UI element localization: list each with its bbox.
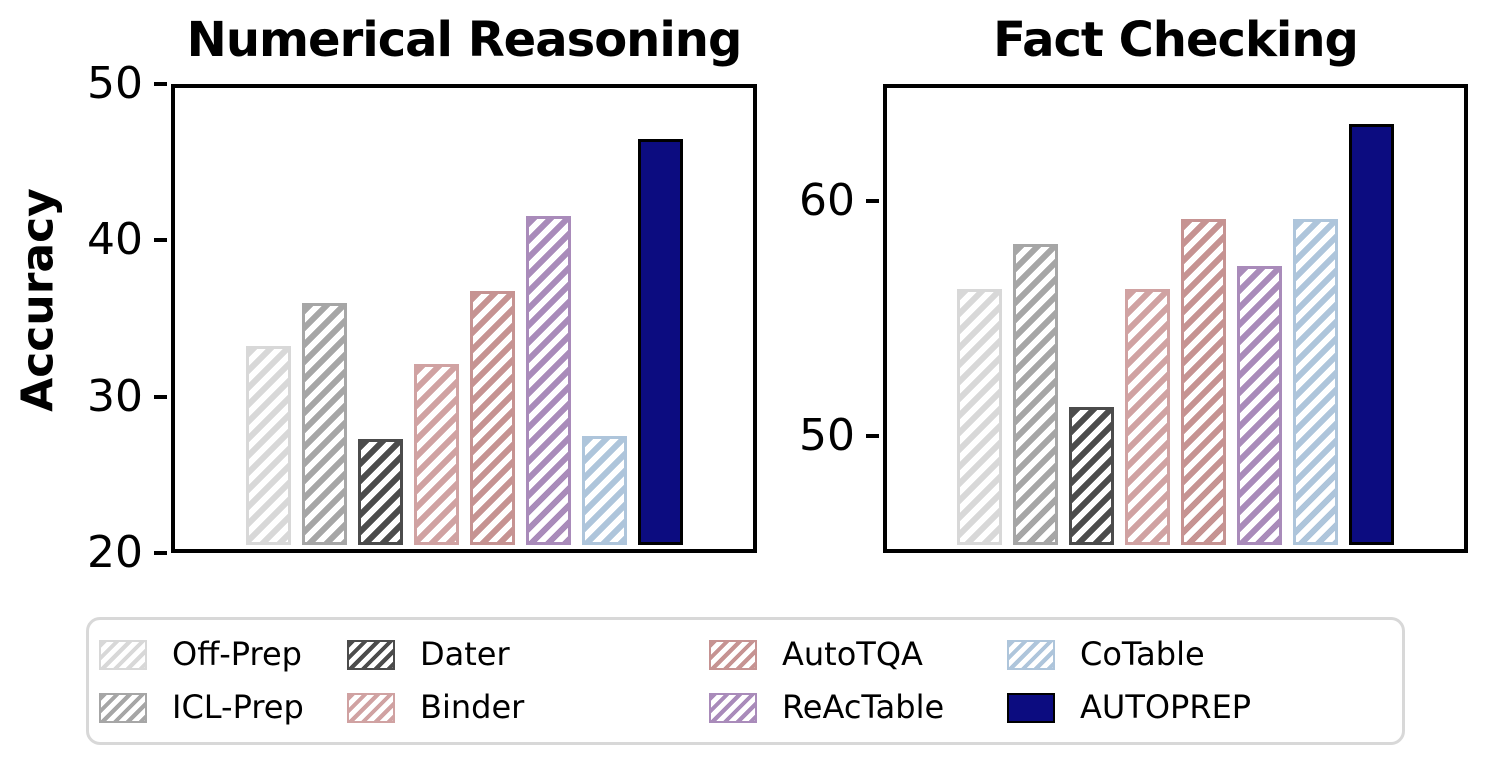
legend-label-binder: Binder xyxy=(420,687,525,726)
bar-numerical-reasoning-autotqa xyxy=(469,291,515,545)
legend-label-reactable: ReAcTable xyxy=(782,687,945,726)
y-tick-mark-30 xyxy=(154,394,167,399)
legend-label-autoprep: AUTOPREP xyxy=(1080,687,1252,726)
legend-label-autotqa: AutoTQA xyxy=(782,634,923,673)
y-tick-label-50: 50 xyxy=(87,58,143,109)
bars-fact-checking xyxy=(891,92,1460,545)
bar-fact-checking-autoprep xyxy=(1349,123,1394,545)
legend-swatch-icl-prep xyxy=(99,692,147,723)
y-tick-label-60: 60 xyxy=(799,175,855,227)
legend-swatch-autoprep xyxy=(1007,692,1055,723)
legend: Off-Prep ICL-Prep Dater Binder AutoTQA ReAcTa… xyxy=(86,617,1405,745)
legend-label-icl-prep: ICL-Prep xyxy=(172,687,304,726)
legend-entry-off-prep: Off-Prep xyxy=(97,634,345,673)
y-tick-label-40: 40 xyxy=(87,214,143,266)
chart-title-fact-checking: Fact Checking xyxy=(993,12,1359,68)
legend-entry-dater: Dater xyxy=(345,634,707,673)
bar-numerical-reasoning-binder xyxy=(413,363,459,545)
legend-entry-autotqa: AutoTQA xyxy=(707,634,1005,673)
bar-fact-checking-dater xyxy=(1069,406,1114,545)
panel-numerical-reasoning: Numerical Reasoning 20 30 40 50 xyxy=(87,12,757,575)
plot-area-fact-checking xyxy=(883,84,1468,553)
legend-entry-cotable: CoTable xyxy=(1005,634,1388,673)
legend-entry-icl-prep: ICL-Prep xyxy=(97,687,345,726)
legend-swatch-cotable xyxy=(1007,639,1055,670)
legend-entry-binder: Binder xyxy=(345,687,707,726)
bar-numerical-reasoning-icl-prep xyxy=(301,303,347,545)
y-tick-label-20: 20 xyxy=(87,527,143,578)
legend-swatch-dater xyxy=(347,639,395,670)
legend-swatch-off-prep xyxy=(99,639,147,670)
legend-label-off-prep: Off-Prep xyxy=(172,634,302,673)
legend-entry-reactable: ReAcTable xyxy=(707,687,1005,726)
y-tick-mark-50 xyxy=(866,433,879,438)
bar-fact-checking-binder xyxy=(1125,289,1170,545)
y-tick-mark-20 xyxy=(154,551,167,555)
bar-numerical-reasoning-autoprep xyxy=(637,138,683,545)
panel-fact-checking: Fact Checking 50 60 xyxy=(799,12,1468,553)
bar-fact-checking-cotable xyxy=(1293,218,1338,545)
plot-area-numerical-reasoning xyxy=(171,84,757,553)
bar-numerical-reasoning-off-prep xyxy=(245,345,291,545)
legend-swatch-binder xyxy=(347,692,395,723)
bar-numerical-reasoning-reactable xyxy=(525,215,571,545)
y-tick-mark-60 xyxy=(866,199,879,204)
legend-label-dater: Dater xyxy=(420,634,510,673)
legend-label-cotable: CoTable xyxy=(1080,634,1205,673)
y-tick-mark-50 xyxy=(154,82,167,86)
y-tick-label-50: 50 xyxy=(799,409,855,461)
bar-numerical-reasoning-dater xyxy=(357,439,403,545)
bar-fact-checking-icl-prep xyxy=(1013,243,1058,545)
y-tick-label-30: 30 xyxy=(87,370,143,422)
legend-entry-autoprep: AUTOPREP xyxy=(1005,687,1388,726)
bar-fact-checking-off-prep xyxy=(957,289,1002,545)
chart-title-numerical-reasoning: Numerical Reasoning xyxy=(186,12,743,68)
bars-numerical-reasoning xyxy=(179,92,749,545)
bar-fact-checking-autotqa xyxy=(1181,218,1226,545)
y-axis-label: Accuracy xyxy=(12,188,64,412)
legend-swatch-reactable xyxy=(709,692,757,723)
bar-numerical-reasoning-cotable xyxy=(581,436,627,545)
bar-fact-checking-reactable xyxy=(1237,266,1282,545)
legend-swatch-autotqa xyxy=(709,639,757,670)
y-tick-mark-40 xyxy=(154,238,167,243)
